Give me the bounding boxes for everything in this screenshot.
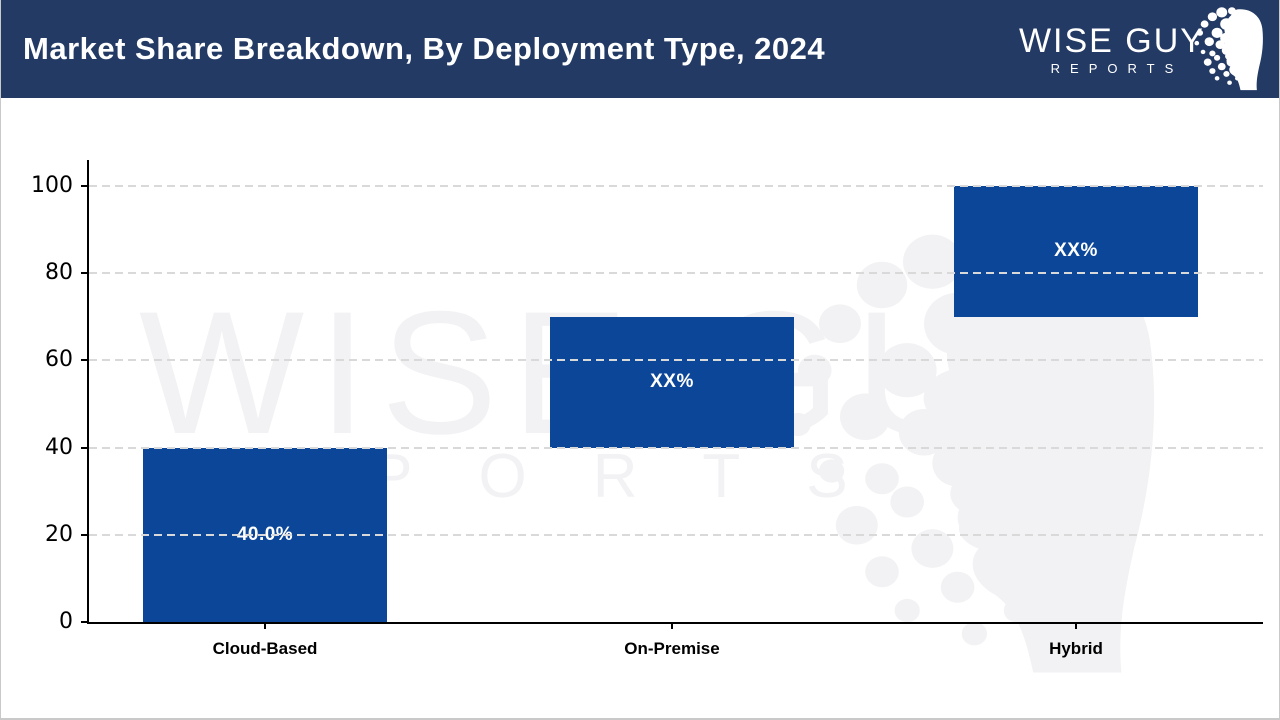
chart-area: WISE GUY REPORTS 40.0%Cloud-BasedXX%On-P… xyxy=(1,98,1279,718)
y-tick xyxy=(81,272,89,275)
y-tick-label: 40 xyxy=(45,434,73,460)
x-tick xyxy=(264,622,266,629)
bar-value-label: XX% xyxy=(650,371,694,393)
gridline-80 xyxy=(89,272,1263,275)
y-tick xyxy=(81,185,89,187)
y-tick xyxy=(81,359,89,362)
gridline-20 xyxy=(89,533,1263,536)
logo-name: WISE GUY xyxy=(1018,21,1205,60)
bar-hybrid: XX% xyxy=(954,186,1198,317)
y-tick xyxy=(81,533,89,536)
x-tick xyxy=(671,622,673,629)
page-title: Market Share Breakdown, By Deployment Ty… xyxy=(23,31,826,66)
bar-value-label: XX% xyxy=(1054,240,1098,262)
x-category-label: On-Premise xyxy=(624,639,720,658)
header-bar: Market Share Breakdown, By Deployment Ty… xyxy=(1,0,1279,98)
y-axis-spine xyxy=(87,160,89,624)
head-profile-icon xyxy=(1194,7,1263,91)
logo-text: WISE GUY REPORTS xyxy=(1019,24,1205,75)
gridline-60 xyxy=(89,359,1263,362)
gridline-40 xyxy=(89,446,1263,449)
logo-subtitle: REPORTS xyxy=(1050,60,1184,76)
x-axis-spine xyxy=(87,622,1263,624)
x-tick xyxy=(1075,622,1077,629)
wise-guy-logo: WISE GUY REPORTS xyxy=(1019,5,1267,93)
gridline-100 xyxy=(89,185,1263,187)
y-tick xyxy=(81,446,89,449)
x-category-label: Hybrid xyxy=(1049,639,1103,658)
y-tick-label: 0 xyxy=(59,609,73,634)
y-tick-label: 100 xyxy=(31,173,73,198)
watermark-head-icon xyxy=(785,234,1155,673)
x-category-label: Cloud-Based xyxy=(212,639,318,658)
y-tick-label: 80 xyxy=(45,260,73,286)
bar-on-premise: XX% xyxy=(550,316,794,448)
y-tick xyxy=(81,621,89,623)
y-tick-label: 20 xyxy=(45,521,73,547)
y-tick-label: 60 xyxy=(45,347,73,373)
